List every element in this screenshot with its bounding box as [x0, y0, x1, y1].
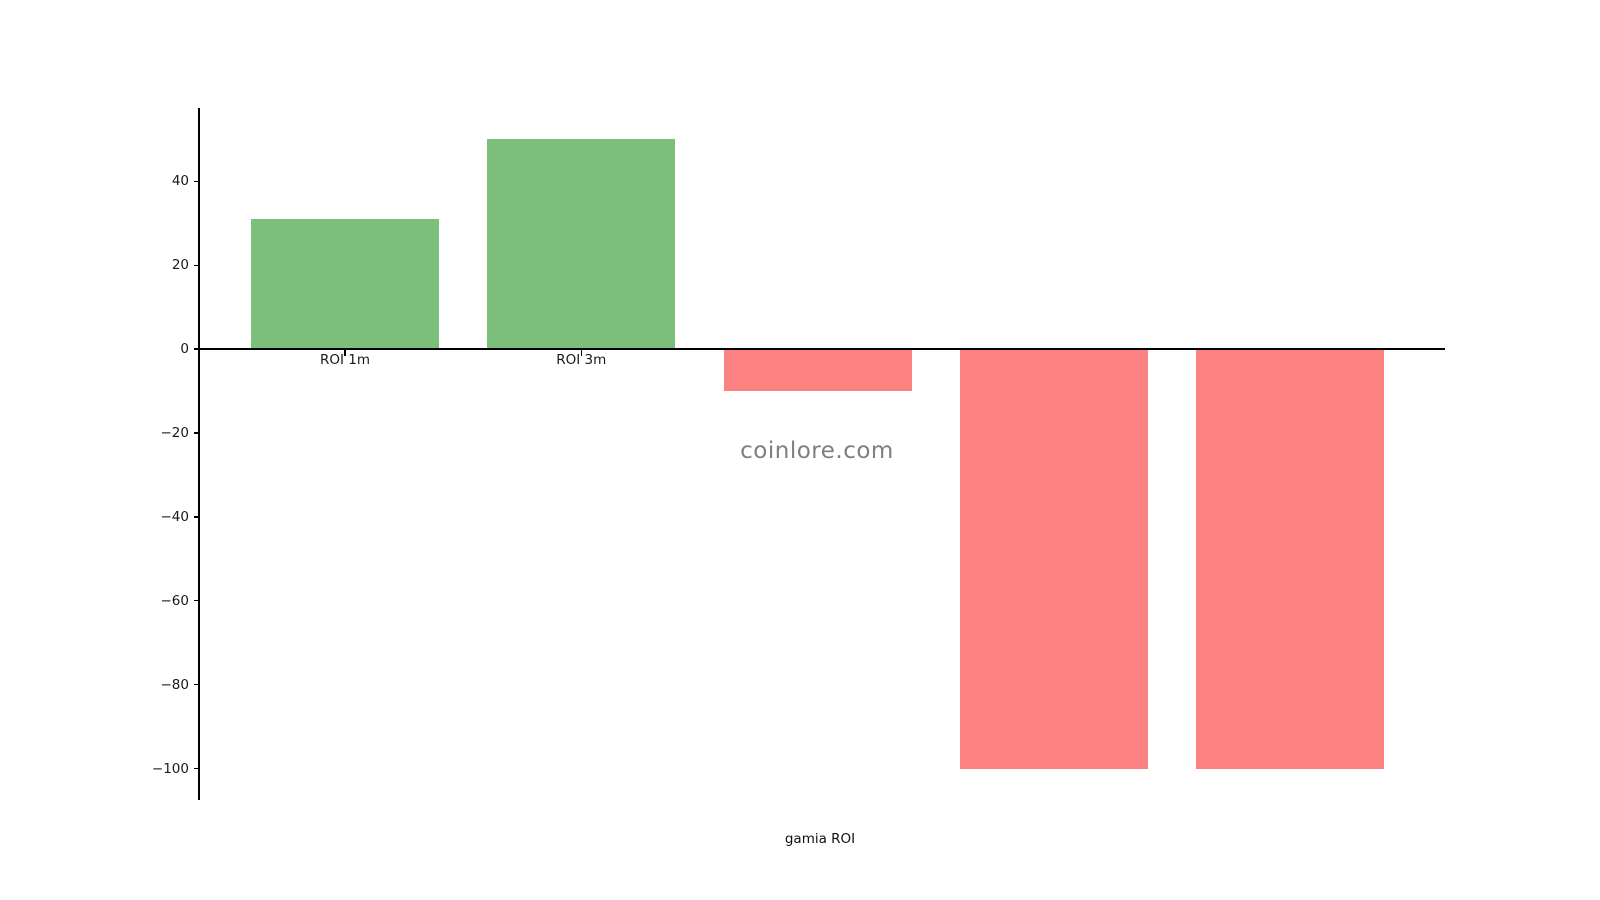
bar [487, 139, 676, 350]
y-tick-mark [194, 767, 199, 770]
y-tick-label: 0 [180, 341, 189, 358]
y-tick-mark [194, 348, 199, 350]
bar [723, 349, 912, 392]
y-tick-mark [194, 683, 199, 686]
y-tick-label: −100 [151, 760, 189, 777]
x-tick-label: ROI 1m [319, 351, 371, 368]
bar [959, 349, 1148, 769]
watermark-text: coinlore.com [740, 438, 894, 464]
bar [1196, 349, 1384, 769]
x-tick-label: ROI 3m [556, 351, 607, 368]
x-axis-title: gamia ROI [784, 831, 856, 847]
y-tick-mark [194, 600, 199, 602]
y-tick-mark [194, 516, 199, 518]
x-axis-zero-line [199, 348, 1445, 350]
x-tick-mark [344, 349, 346, 357]
y-tick-label: −80 [160, 676, 190, 693]
y-tick-mark [194, 180, 199, 183]
y-tick-mark [194, 432, 199, 434]
y-tick-label: 40 [171, 173, 189, 190]
y-tick-label: −60 [160, 592, 190, 609]
y-tick-label: −20 [160, 425, 190, 442]
bar [251, 219, 439, 350]
y-tick-mark [194, 264, 199, 266]
y-axis-line [198, 108, 200, 800]
plot-area: 40 20 0 −20 −40 −60 −80 −100 ROI 1m ROI 3m [152, 108, 1445, 800]
x-tick-mark [580, 349, 582, 357]
y-tick-label: −40 [160, 508, 190, 525]
y-tick-label: 20 [171, 257, 189, 274]
